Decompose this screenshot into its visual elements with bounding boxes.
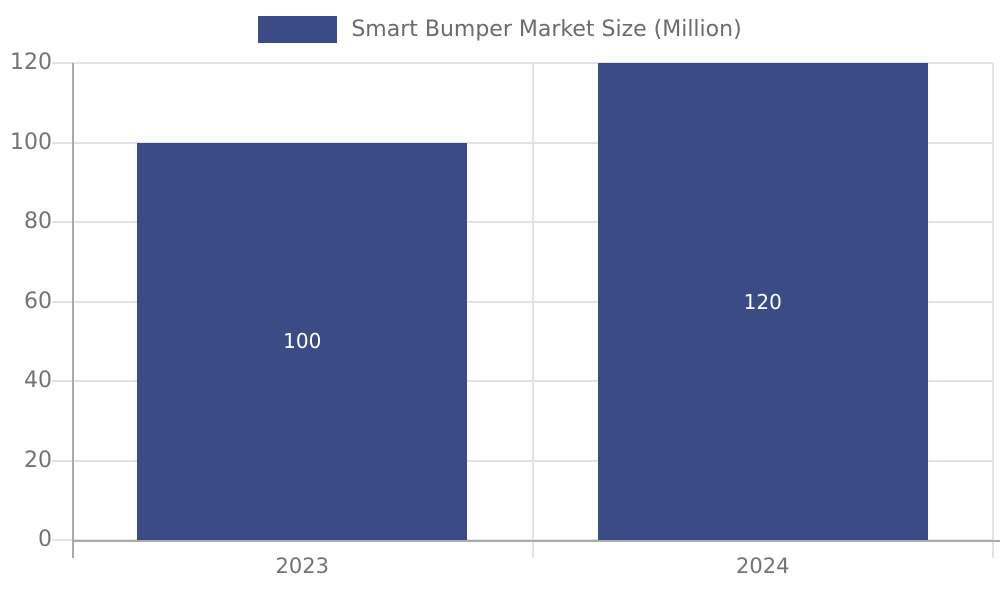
legend-swatch bbox=[258, 15, 338, 43]
plot-area: 100 120 bbox=[52, 62, 1000, 558]
gridline-y-100 bbox=[52, 141, 993, 144]
gridline-y-80 bbox=[52, 221, 993, 223]
x-axis-tick-labels: 2023 2024 bbox=[72, 554, 993, 584]
bar-2023[interactable]: 100 bbox=[137, 142, 468, 540]
gridline-y-40 bbox=[52, 380, 993, 382]
y-tick-label-100: 100 bbox=[10, 129, 52, 155]
x-tick-label-2023: 2023 bbox=[275, 554, 329, 578]
gridline-x-boundary-2 bbox=[992, 63, 994, 558]
gridline-y-20 bbox=[52, 459, 993, 462]
gridline-y-60 bbox=[52, 300, 993, 303]
bar-value-label-2024: 120 bbox=[743, 289, 782, 314]
x-axis-line bbox=[72, 540, 1000, 542]
gridline-y-120 bbox=[52, 62, 993, 64]
y-tick-label-0: 0 bbox=[38, 527, 52, 552]
y-tick-label-60: 60 bbox=[24, 288, 52, 314]
y-tick-label-40: 40 bbox=[24, 368, 52, 393]
y-axis-tick-labels: 0 20 40 60 80 100 120 bbox=[0, 52, 52, 551]
bar-2024[interactable]: 120 bbox=[597, 63, 928, 540]
legend[interactable]: Smart Bumper Market Size (Million) bbox=[0, 14, 1000, 44]
y-tick-label-20: 20 bbox=[24, 447, 52, 473]
y-tick-label-120: 120 bbox=[10, 50, 52, 75]
legend-label: Smart Bumper Market Size (Million) bbox=[351, 16, 742, 42]
y-tick-label-80: 80 bbox=[24, 209, 52, 234]
y-axis-line bbox=[72, 63, 74, 558]
gridline-x-boundary-1 bbox=[531, 63, 534, 558]
bar-value-label-2023: 100 bbox=[283, 329, 322, 354]
x-tick-label-2024: 2024 bbox=[736, 554, 790, 578]
